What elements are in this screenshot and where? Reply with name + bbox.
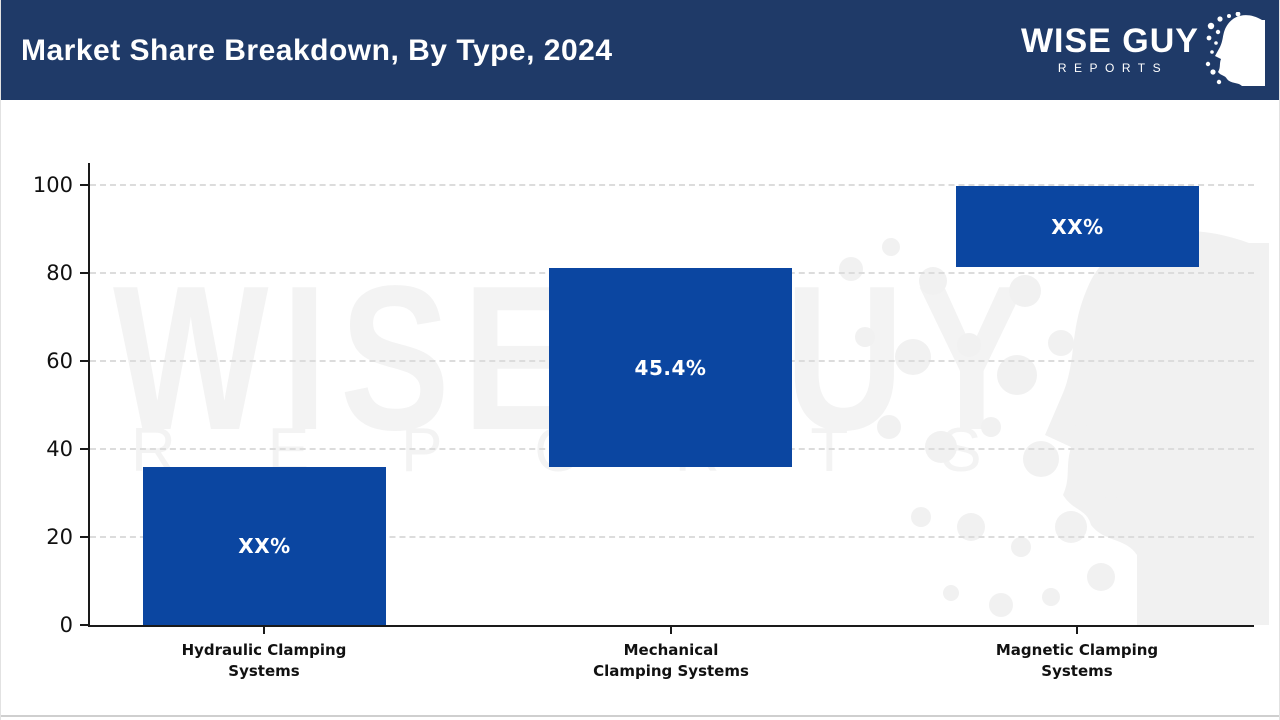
x-category-label-line: Hydraulic Clamping bbox=[181, 641, 347, 659]
x-axis-line bbox=[88, 625, 1254, 627]
y-tick-label: 100 bbox=[32, 173, 73, 197]
gridline-20 bbox=[90, 536, 1254, 538]
watermark-face-icon bbox=[829, 225, 1269, 629]
brand-name: WISE GUY bbox=[1020, 22, 1199, 60]
x-category-label-line: Magnetic Clamping bbox=[995, 641, 1159, 659]
bar-value-label: XX% bbox=[1051, 214, 1104, 239]
y-tick-mark bbox=[80, 272, 89, 274]
bottom-divider bbox=[1, 715, 1279, 717]
y-tick-mark bbox=[80, 536, 89, 538]
x-category-label-magnetic: Magnetic Clamping Systems bbox=[917, 640, 1237, 682]
y-tick-mark bbox=[80, 448, 89, 450]
logo-face-icon bbox=[1205, 11, 1265, 94]
x-category-label-line: Systems bbox=[1041, 662, 1113, 680]
y-tick-mark bbox=[80, 184, 89, 186]
bar-magnetic-clamping-systems: XX% bbox=[956, 186, 1199, 267]
brand-tagline: REPORTS bbox=[1057, 61, 1169, 75]
brand-logo: WISE GUY REPORTS bbox=[1003, 8, 1265, 92]
bar-value-label: 45.4% bbox=[634, 355, 707, 380]
y-tick-mark bbox=[80, 624, 89, 626]
x-category-label-line: Clamping Systems bbox=[593, 662, 749, 680]
y-tick-label: 80 bbox=[46, 261, 73, 285]
x-tick-mark bbox=[670, 627, 672, 634]
y-tick-label: 0 bbox=[59, 613, 73, 637]
x-category-label-line: Systems bbox=[228, 662, 300, 680]
bar-value-label: XX% bbox=[238, 534, 291, 558]
x-category-label-mechanical: Mechanical Clamping Systems bbox=[511, 640, 831, 682]
bar-hydraulic-clamping-systems: XX% bbox=[143, 467, 386, 625]
y-tick-label: 40 bbox=[46, 437, 73, 461]
x-category-label-hydraulic: Hydraulic Clamping Systems bbox=[104, 640, 424, 682]
y-tick-mark bbox=[80, 360, 89, 362]
brand-text: WISE GUY REPORTS bbox=[1021, 24, 1199, 75]
y-tick-label: 20 bbox=[46, 525, 73, 549]
x-category-label-line: Mechanical bbox=[623, 641, 719, 659]
bar-mechanical-clamping-systems: 45.4% bbox=[549, 268, 792, 467]
gridline-100 bbox=[90, 184, 1254, 186]
header-bar: Market Share Breakdown, By Type, 2024 WI… bbox=[1, 0, 1279, 100]
y-tick-label: 60 bbox=[46, 349, 73, 373]
page-title: Market Share Breakdown, By Type, 2024 bbox=[21, 34, 613, 67]
x-tick-mark bbox=[1076, 627, 1078, 634]
y-axis-line bbox=[88, 163, 90, 627]
x-tick-mark bbox=[263, 627, 265, 634]
